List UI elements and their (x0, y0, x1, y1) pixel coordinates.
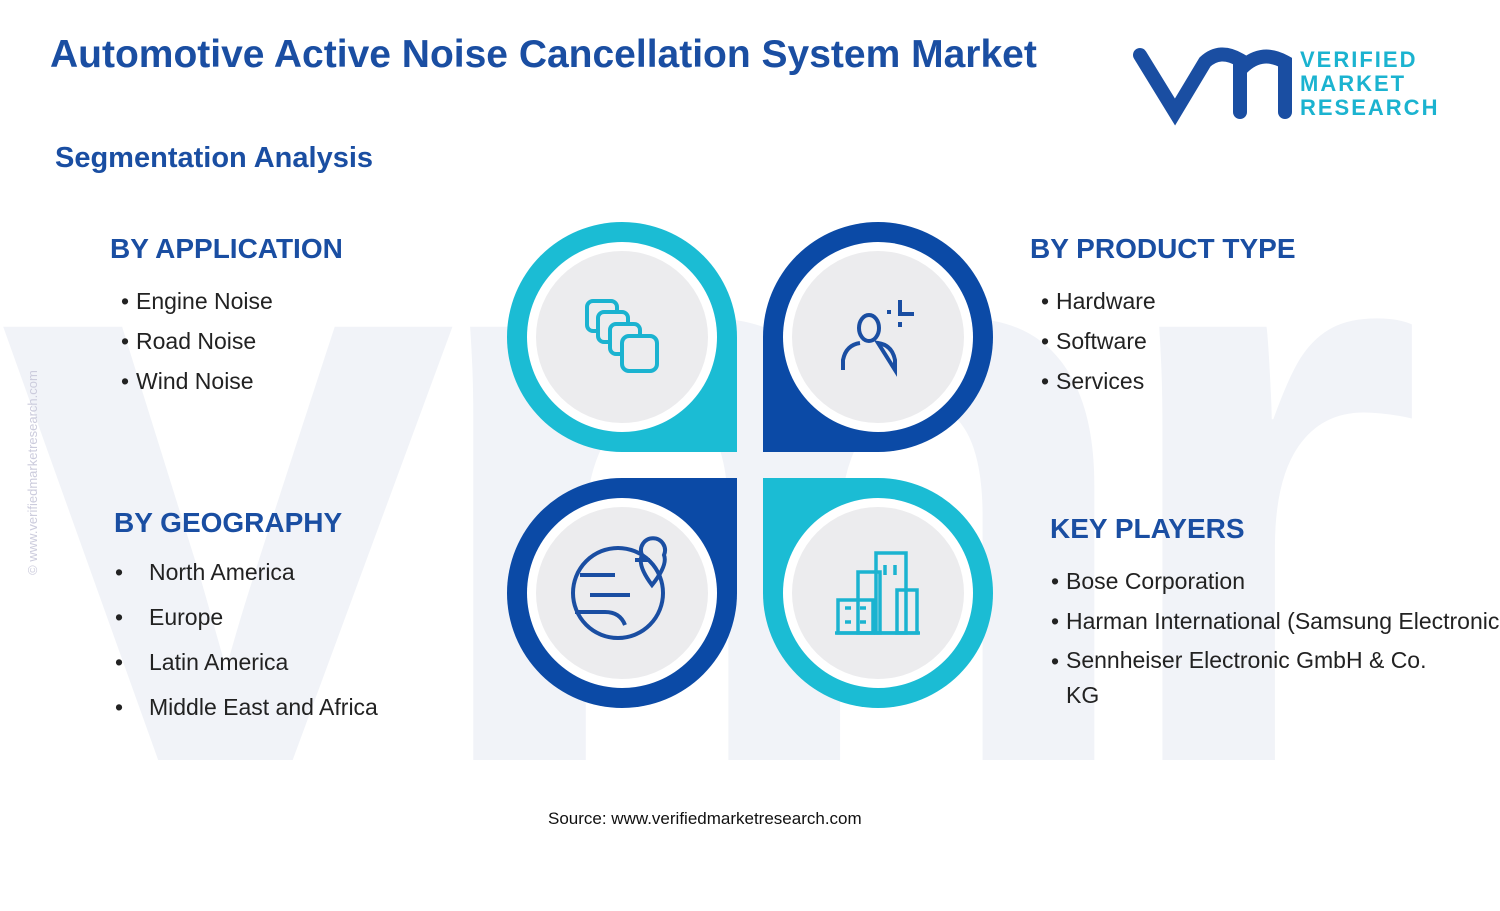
subtitle: Segmentation Analysis (55, 142, 374, 174)
watermark-logo: vmr (0, 18, 1413, 911)
section-item: Hardware (1056, 288, 1156, 314)
section-heading: KEY PLAYERS (1050, 513, 1245, 544)
section-item: Europe (149, 604, 224, 630)
bullet: • (1041, 368, 1050, 394)
bullet: • (1051, 648, 1060, 674)
quadrant-bottom-left (507, 478, 737, 708)
section-item: Road Noise (136, 328, 257, 354)
bullet: • (115, 649, 124, 675)
section-item: Engine Noise (136, 288, 273, 314)
bullet: • (1051, 568, 1060, 594)
bullet: • (115, 694, 124, 720)
section-item: Bose Corporation (1066, 568, 1245, 594)
section-item: Services (1056, 368, 1145, 394)
bullet: • (1041, 288, 1050, 314)
source: Source: www.verifiedmarketresearch.com (548, 809, 862, 828)
bullet: • (115, 604, 124, 630)
section-heading: BY APPLICATION (110, 233, 343, 264)
logo-text: VERIFIED (1300, 47, 1418, 72)
section-item: Latin America (149, 649, 289, 675)
quadrant-bottom-right (763, 478, 993, 708)
section-item: North America (149, 559, 295, 585)
bullet: • (115, 559, 124, 585)
section-item: Sennheiser Electronic GmbH & Co. KG (1066, 647, 1427, 708)
section-item: Software (1056, 328, 1147, 354)
bullet: • (1051, 608, 1060, 634)
watermark: © www.verifiedmarketresearch.com (24, 370, 40, 575)
quadrant-top-left (507, 222, 737, 452)
section-item: Middle East and Africa (149, 694, 378, 720)
logo-mark (1133, 47, 1292, 126)
bullet: • (121, 368, 130, 394)
section-item: Harman International (Samsung Electronic… (1066, 608, 1500, 634)
section-heading: BY GEOGRAPHY (114, 507, 343, 538)
bullet: • (1041, 328, 1050, 354)
section-item: Wind Noise (136, 368, 254, 394)
section-heading: BY PRODUCT TYPE (1030, 233, 1296, 264)
logo-text: RESEARCH (1300, 95, 1440, 120)
bullet: • (121, 288, 130, 314)
logo-text: MARKET (1300, 71, 1407, 96)
quadrant-top-right (763, 222, 993, 452)
title: Automotive Active Noise Cancellation Sys… (50, 33, 1037, 76)
bullet: • (121, 328, 130, 354)
